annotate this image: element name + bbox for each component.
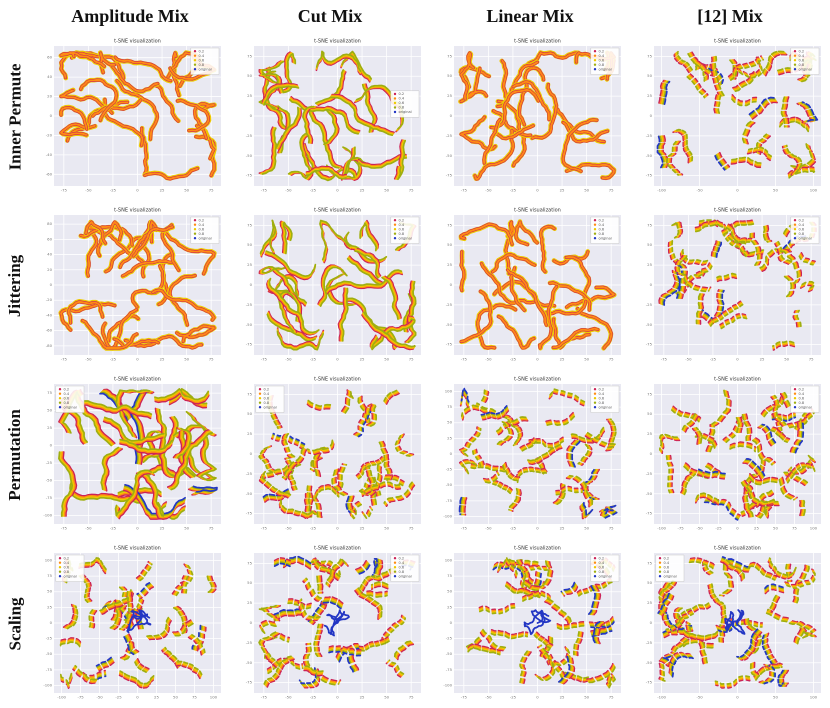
tsne-plot-jittering-amplitude xyxy=(34,203,226,368)
tsne-plot-jittering-cut xyxy=(234,203,426,368)
panel-permutation-amplitude xyxy=(30,370,230,539)
panel-scaling-cut xyxy=(230,539,430,708)
panel-permutation-linear xyxy=(430,370,630,539)
panel-inner-permute-cut xyxy=(230,32,430,201)
column-header-linear-mix: Linear Mix xyxy=(486,5,574,26)
tsne-plot-permutation-linear xyxy=(434,372,626,537)
tsne-plot-scaling-linear xyxy=(434,541,626,706)
grid-corner-spacer xyxy=(0,0,30,32)
tsne-plot-inner-permute-linear xyxy=(434,34,626,199)
panel-inner-permute-12 xyxy=(630,32,830,201)
tsne-plot-scaling-12 xyxy=(634,541,826,706)
column-header-cut-mix: Cut Mix xyxy=(297,5,363,26)
row-label-permutation: Permutation xyxy=(0,370,30,539)
tsne-plot-inner-permute-12 xyxy=(634,34,826,199)
panel-inner-permute-linear xyxy=(430,32,630,201)
tsne-plot-scaling-cut xyxy=(234,541,426,706)
column-header-12-mix: [12] Mix xyxy=(697,5,763,26)
tsne-plot-permutation-12 xyxy=(634,372,826,537)
panel-permutation-12 xyxy=(630,370,830,539)
row-label-jittering: Jittering xyxy=(0,201,30,370)
panel-scaling-12 xyxy=(630,539,830,708)
panel-scaling-amplitude xyxy=(30,539,230,708)
panel-scaling-linear xyxy=(430,539,630,708)
tsne-plot-inner-permute-cut xyxy=(234,34,426,199)
tsne-plot-jittering-12 xyxy=(634,203,826,368)
panel-jittering-amplitude xyxy=(30,201,230,370)
row-label-text: Inner Permute xyxy=(5,63,25,170)
row-label-text: Scaling xyxy=(5,597,24,650)
tsne-plot-scaling-amplitude xyxy=(34,541,226,706)
tsne-plot-permutation-cut xyxy=(234,372,426,537)
tsne-plot-jittering-linear xyxy=(434,203,626,368)
panel-jittering-linear xyxy=(430,201,630,370)
row-label-text: Permutation xyxy=(5,408,24,501)
row-label-inner-permute: Inner Permute xyxy=(0,32,30,201)
row-label-text: Jittering xyxy=(5,254,25,317)
tsne-plot-inner-permute-amplitude xyxy=(34,34,226,199)
panel-jittering-12 xyxy=(630,201,830,370)
column-header-amplitude-mix: Amplitude Mix xyxy=(71,5,189,26)
panel-permutation-cut xyxy=(230,370,430,539)
row-label-scaling: Scaling xyxy=(0,539,30,708)
panel-jittering-cut xyxy=(230,201,430,370)
tsne-plot-permutation-amplitude xyxy=(34,372,226,537)
panel-inner-permute-amplitude xyxy=(30,32,230,201)
